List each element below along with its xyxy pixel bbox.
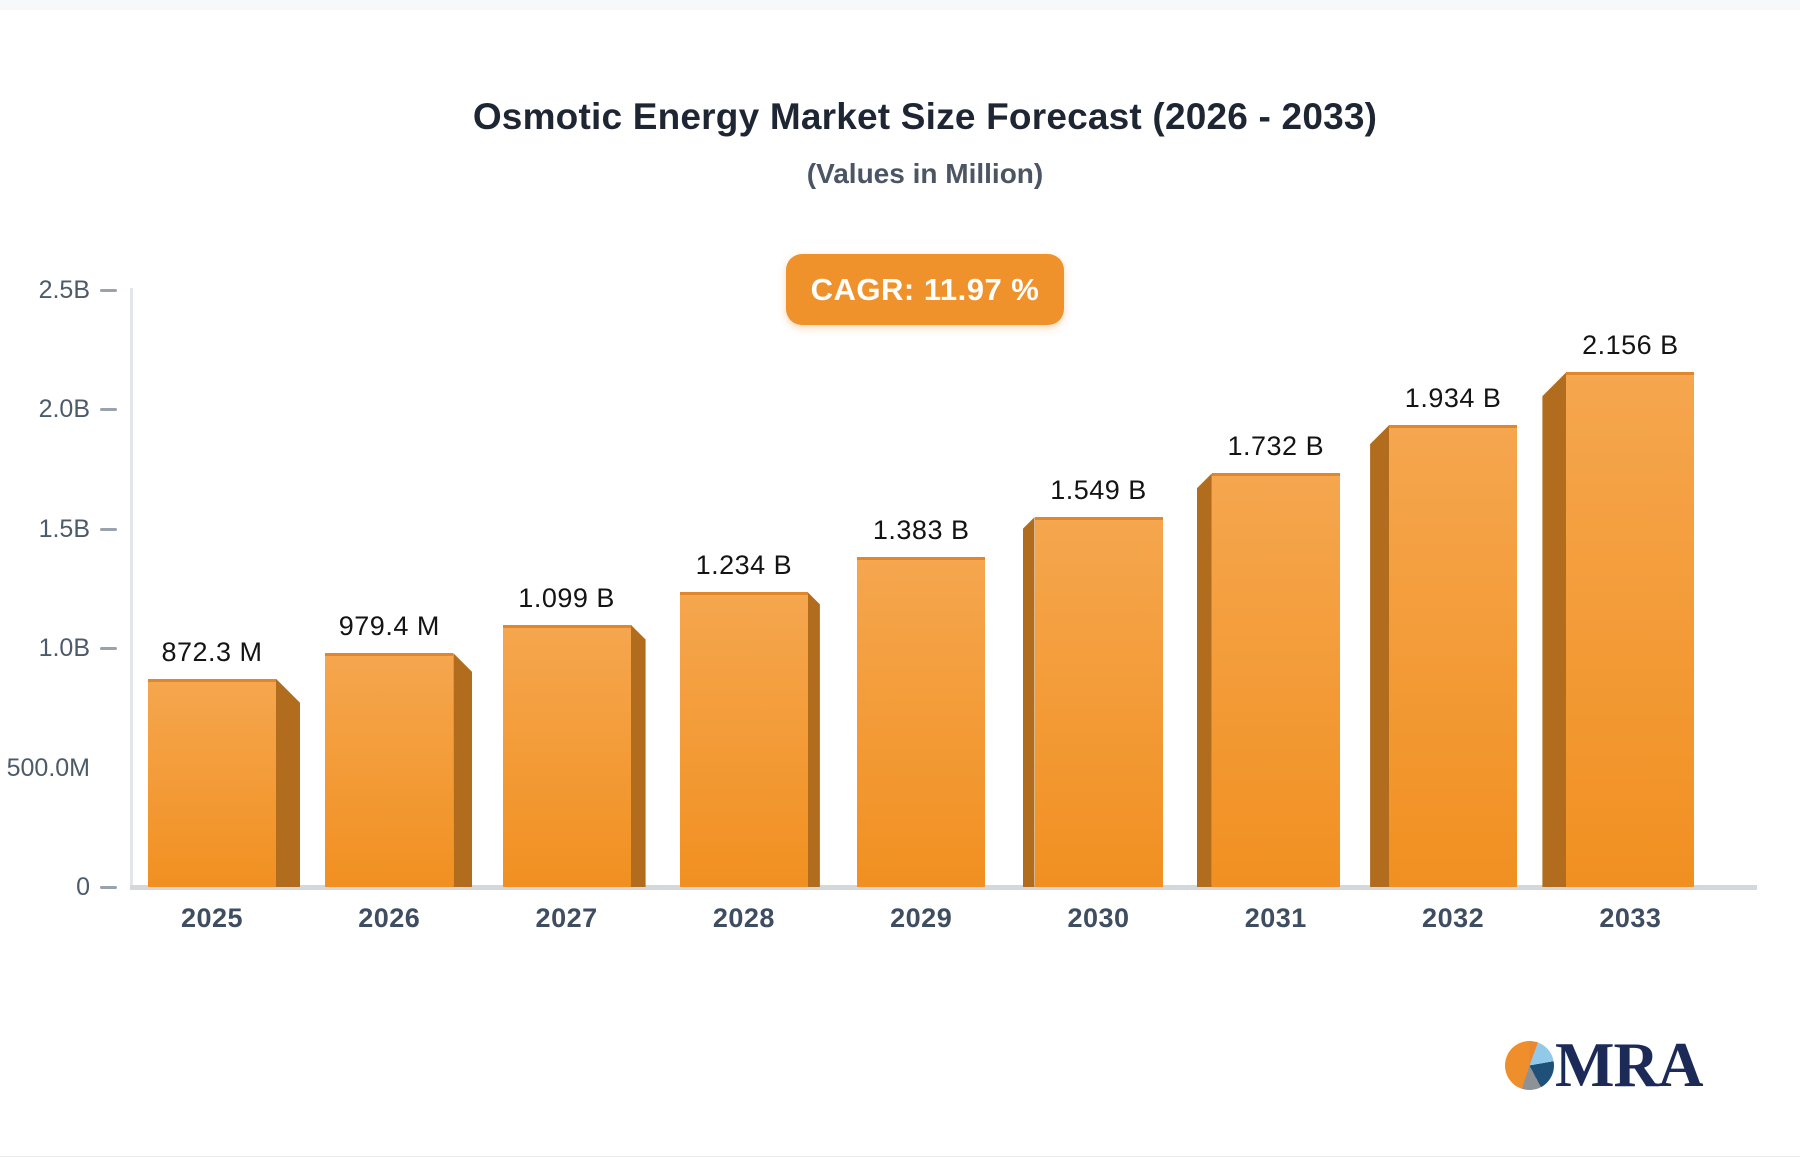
bar-side-face-2031 xyxy=(1196,473,1212,887)
y-axis-tick-mark-2.5B xyxy=(100,289,117,292)
y-axis-tick-label-2.0B: 2.0B xyxy=(38,395,90,424)
bar-2026 xyxy=(325,653,454,887)
bar-2029 xyxy=(857,556,986,887)
bar-side-face-2028 xyxy=(807,592,820,887)
x-axis-label-2032: 2032 xyxy=(1422,903,1485,933)
bar-2028 xyxy=(679,592,808,887)
bar-value-label-2028: 1.234 B xyxy=(695,550,793,581)
pie-chart-logo-icon xyxy=(1505,1041,1554,1090)
bar-value-label-2029: 1.383 B xyxy=(872,514,970,545)
bar-2025 xyxy=(148,678,276,887)
x-axis-label-2033: 2033 xyxy=(1599,903,1662,933)
bar-side-face-2025 xyxy=(276,678,300,887)
bar-2030 xyxy=(1034,517,1163,887)
y-axis-tick-mark-1.5B xyxy=(100,527,117,531)
x-axis-label-2026: 2026 xyxy=(358,903,421,933)
bar-value-label-2030: 1.549 B xyxy=(1050,475,1147,506)
y-axis-tick-label-1.5B: 1.5B xyxy=(38,514,90,543)
bar-value-label-2027: 1.099 B xyxy=(518,582,615,613)
bar-side-face-2026 xyxy=(453,653,473,887)
x-axis-label-2031: 2031 xyxy=(1244,903,1307,933)
chart-subtitle: (Values in Million) xyxy=(806,158,1044,189)
bar-2027 xyxy=(502,624,631,887)
bar-value-label-2032: 1.934 B xyxy=(1404,383,1502,414)
bar-side-face-2033 xyxy=(1542,372,1567,887)
brand-logo: MRA xyxy=(1505,1030,1703,1100)
y-axis-tick-label-0: 0 xyxy=(76,873,90,901)
y-axis-tick-label-2.5B: 2.5B xyxy=(38,276,90,304)
bar-value-label-2031: 1.732 B xyxy=(1227,431,1325,462)
bar-value-label-2025: 872.3 M xyxy=(161,636,263,667)
y-axis-tick-label-1.0B: 1.0B xyxy=(38,634,90,663)
y-axis-line xyxy=(130,288,133,888)
y-axis-tick-mark-1.0B xyxy=(100,647,117,651)
cagr-label: CAGR: 11.97 % xyxy=(810,271,1040,307)
bar-side-face-2032 xyxy=(1370,425,1390,887)
y-axis-tick-mark-2.0B xyxy=(100,408,117,412)
bar-side-face-2027 xyxy=(630,624,646,887)
x-axis-label-2025: 2025 xyxy=(180,903,244,933)
top-strip xyxy=(0,0,1800,10)
chart-title: Osmotic Energy Market Size Forecast (202… xyxy=(472,96,1378,137)
brand-logo-text: MRA xyxy=(1555,1030,1703,1100)
x-axis-line xyxy=(130,885,1757,890)
cagr-badge: CAGR: 11.97 % xyxy=(786,254,1064,325)
bar-2031 xyxy=(1211,473,1340,887)
bar-side-face-2030 xyxy=(1022,517,1035,887)
x-axis-label-2028: 2028 xyxy=(712,903,775,933)
x-axis-label-2027: 2027 xyxy=(535,903,598,933)
bar-2032 xyxy=(1389,425,1518,887)
y-axis-tick-label-500.0M: 500.0M xyxy=(6,753,90,782)
y-axis-tick-mark-0 xyxy=(100,886,117,889)
x-axis-label-2030: 2030 xyxy=(1067,903,1130,933)
bar-2033 xyxy=(1566,372,1695,887)
x-axis-label-2029: 2029 xyxy=(890,903,953,933)
bar-value-label-2033: 2.156 B xyxy=(1582,330,1679,361)
bar-value-label-2026: 979.4 M xyxy=(338,611,440,642)
